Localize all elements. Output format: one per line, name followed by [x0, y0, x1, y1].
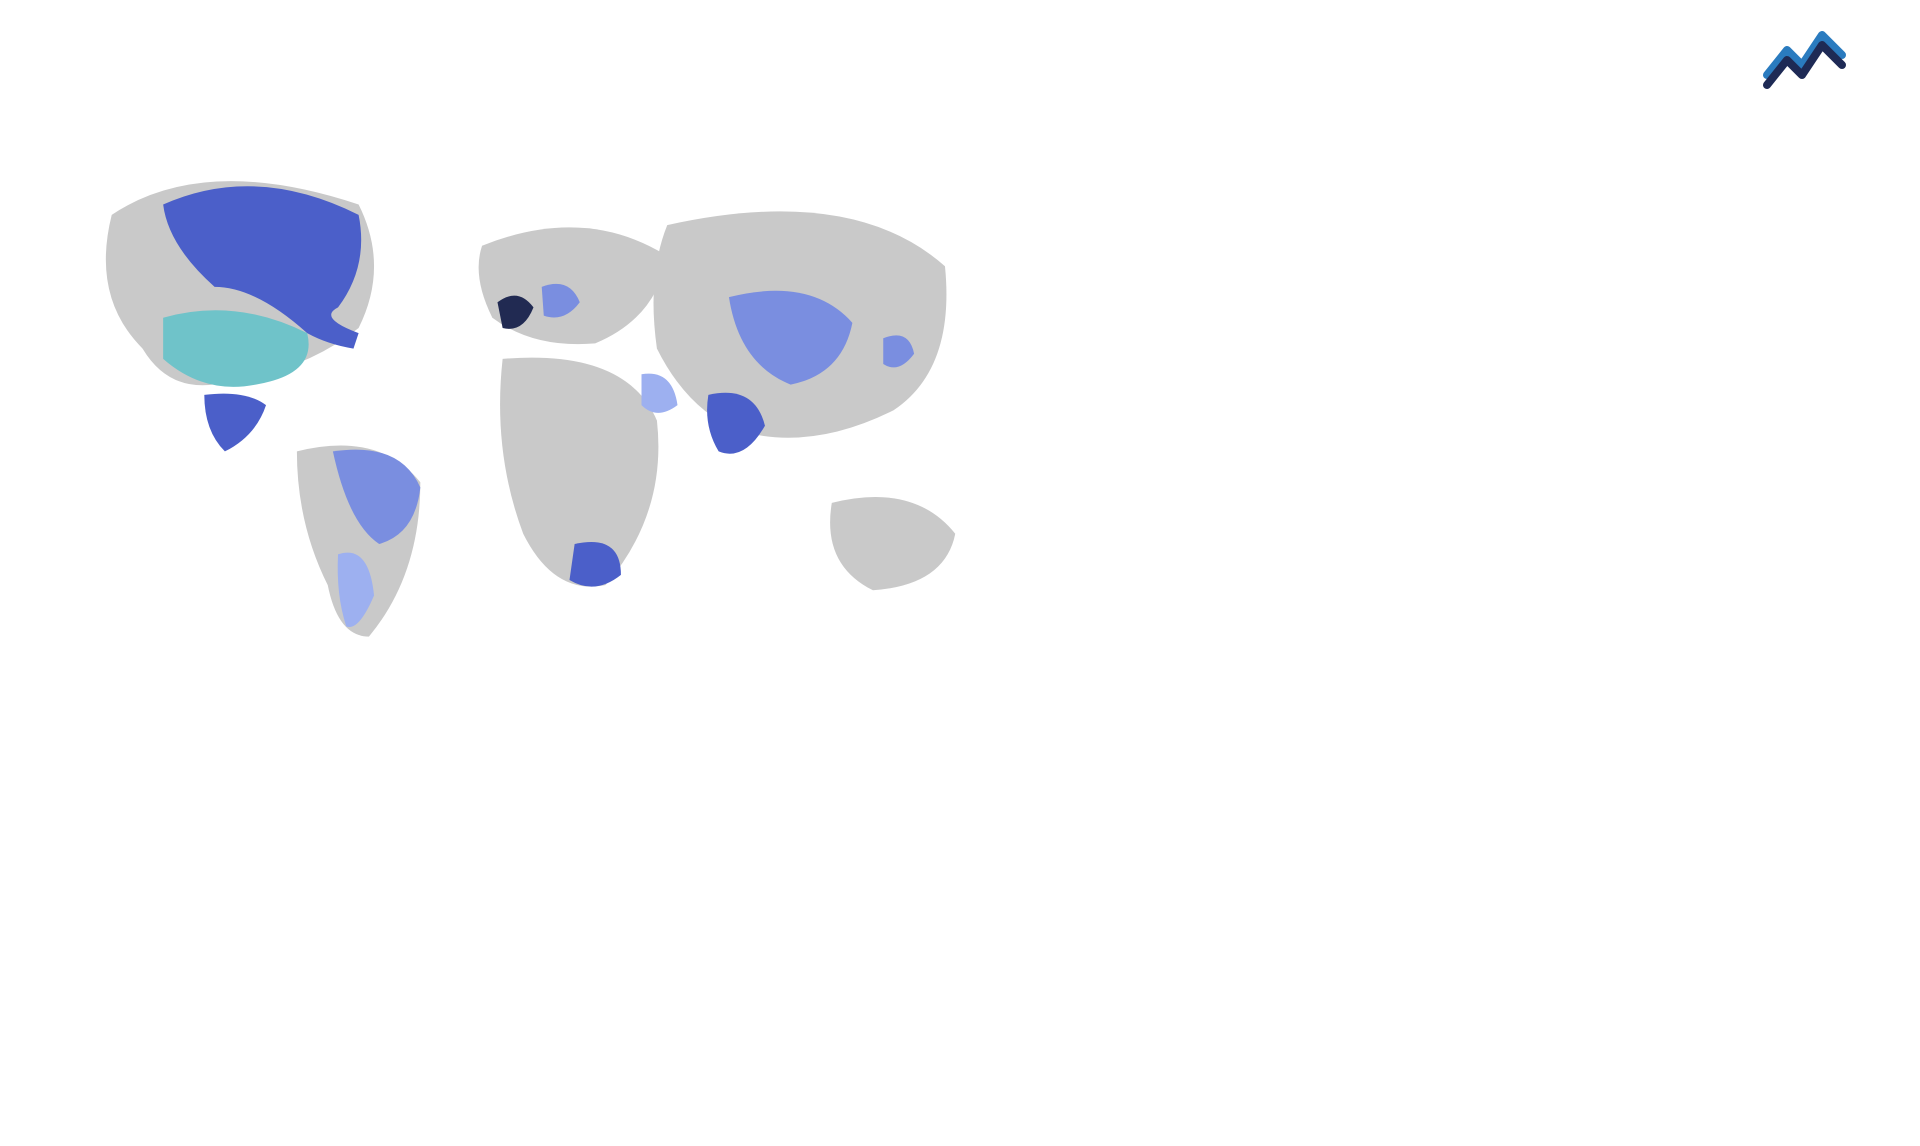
region-mexico	[204, 394, 266, 452]
segmentation-panel	[50, 700, 637, 1080]
segmentation-legend	[390, 715, 410, 1035]
key-players-panel	[667, 700, 1254, 1080]
segmentation-chart	[50, 715, 390, 1035]
regional-donut-chart	[1283, 715, 1563, 995]
brand-mark-icon	[1762, 20, 1852, 90]
key-players-chart	[667, 715, 1254, 725]
region-saudi	[642, 374, 678, 413]
growth-chart	[996, 130, 1870, 670]
world-map	[50, 130, 996, 670]
growth-chart-panel	[996, 130, 1870, 670]
brand-logo	[1762, 20, 1870, 90]
world-map-panel	[50, 130, 996, 670]
regional-panel	[1283, 700, 1870, 1080]
